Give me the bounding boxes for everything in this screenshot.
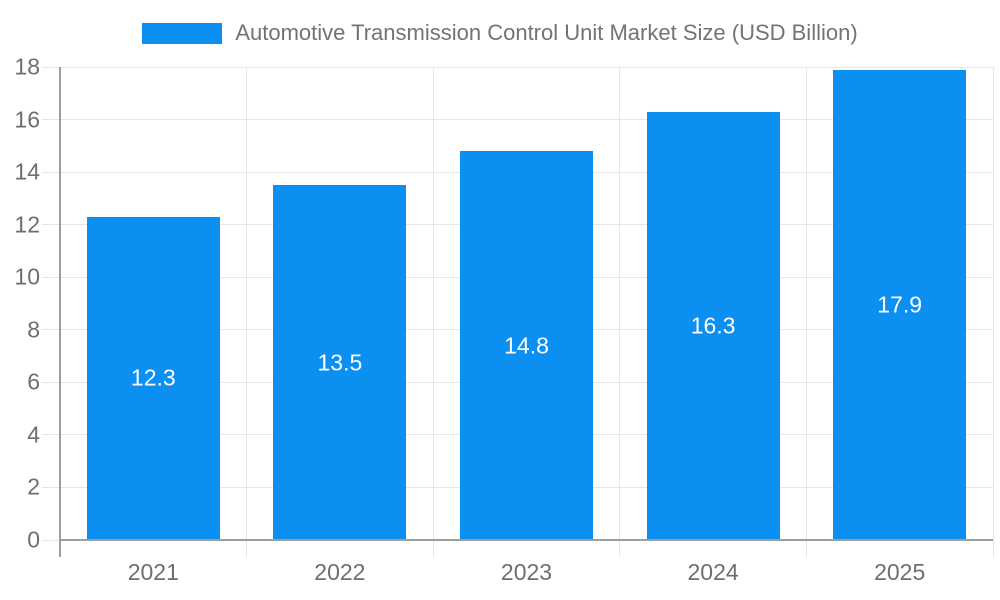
category-separator [805, 67, 807, 557]
x-axis-tick-label: 2022 [314, 559, 366, 585]
x-axis-tick-label: 2021 [127, 559, 179, 585]
y-axis-tick-label: 16 [14, 106, 40, 133]
y-axis-tick-label: 4 [27, 421, 40, 448]
y-axis-tick-label: 6 [27, 368, 40, 395]
bar-value-label: 12.3 [130, 364, 176, 391]
chart-title: Automotive Transmission Control Unit Mar… [235, 20, 858, 45]
category-separator [246, 67, 248, 557]
x-axis-tick-label: 2024 [687, 559, 739, 585]
y-axis-tick-label: 10 [14, 263, 40, 290]
y-axis-tick-label: 2 [27, 473, 40, 500]
bar-value-label: 14.8 [504, 332, 549, 359]
category-separator [619, 67, 621, 557]
category-separator [432, 67, 434, 557]
x-axis-line [60, 539, 993, 541]
x-axis-labels: 2021 2022 2023 2024 2025 [60, 561, 993, 591]
bar: 12.3 [86, 216, 220, 540]
y-axis-tick-label: 18 [14, 53, 40, 80]
category-separator [992, 67, 994, 557]
bar: 14.8 [460, 151, 593, 540]
bar-value-label: 17.9 [877, 291, 923, 318]
y-axis-tick-label: 8 [27, 316, 40, 343]
y-axis-tick-label: 0 [27, 526, 40, 553]
plot-area: 12.3 13.5 14.8 16.3 17.9 [42, 66, 994, 557]
x-axis-tick-label: 2025 [874, 559, 926, 585]
gridline [42, 66, 993, 68]
bar: 17.9 [833, 69, 967, 540]
bar: 16.3 [646, 111, 780, 540]
y-axis-labels: 0 2 4 6 8 10 12 14 16 18 [0, 55, 60, 551]
bar: 13.5 [273, 185, 407, 540]
legend: Automotive Transmission Control Unit Mar… [0, 20, 1000, 45]
legend-swatch [142, 22, 223, 44]
x-axis-tick-label: 2023 [500, 559, 553, 585]
bar-value-label: 16.3 [690, 312, 736, 339]
y-axis-line [59, 67, 61, 557]
y-axis-tick-label: 12 [14, 211, 40, 238]
y-axis-tick-label: 14 [14, 158, 40, 185]
bar-value-label: 13.5 [317, 349, 363, 376]
gridline [42, 119, 993, 121]
